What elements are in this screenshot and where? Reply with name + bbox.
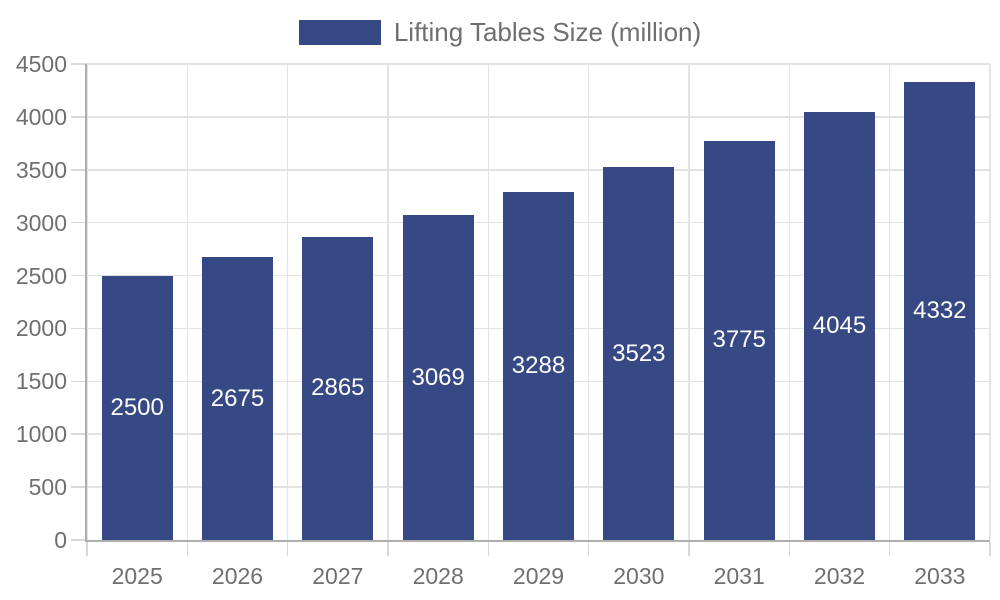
x-tick-label-2025: 2025 — [111, 563, 163, 589]
x-tick — [186, 542, 189, 556]
bar-2030[interactable] — [603, 167, 675, 540]
y-tick — [71, 221, 87, 224]
x-tick-label-2027: 2027 — [312, 563, 364, 589]
x-tick — [286, 542, 289, 556]
bar-2029[interactable] — [503, 192, 574, 540]
y-tick — [71, 274, 87, 277]
h-gridline — [87, 169, 990, 171]
v-gridline — [989, 64, 991, 540]
bar-2025[interactable] — [101, 275, 173, 540]
x-tick — [487, 542, 490, 556]
bar-2026[interactable] — [202, 257, 273, 540]
v-gridline — [688, 64, 690, 540]
x-tick — [688, 542, 690, 556]
bar-2031[interactable] — [703, 140, 775, 540]
v-gridline — [86, 64, 88, 540]
y-tick-label-3000: 3000 — [15, 209, 67, 236]
v-gridline — [286, 64, 289, 540]
x-tick — [989, 542, 991, 556]
y-tick — [71, 380, 87, 383]
bar-value-label: 3069 — [411, 363, 465, 391]
y-tick — [71, 327, 87, 330]
y-tick-label-2500: 2500 — [15, 262, 67, 289]
x-tick-label-2029: 2029 — [512, 563, 565, 589]
v-gridline — [587, 64, 590, 540]
y-tick — [71, 116, 87, 118]
y-tick-label-4000: 4000 — [15, 103, 67, 130]
bar-value-label: 2865 — [311, 374, 365, 402]
y-tick-label-3500: 3500 — [15, 156, 67, 183]
v-gridline — [888, 64, 891, 540]
y-tick-label-4500: 4500 — [15, 51, 67, 77]
x-tick-label-2033: 2033 — [914, 563, 966, 589]
bar-value-label: 4332 — [913, 296, 967, 324]
y-tick — [71, 486, 87, 488]
y-tick-label-500: 500 — [28, 474, 67, 501]
v-gridline — [487, 64, 490, 540]
y-axis — [85, 64, 87, 542]
chart-legend[interactable]: Lifting Tables Size (million) — [0, 17, 1000, 47]
bar-value-label: 3775 — [712, 326, 766, 354]
y-tick — [71, 433, 87, 435]
x-tick-label-2026: 2026 — [211, 563, 264, 589]
bar-value-label: 3523 — [612, 339, 666, 367]
legend-swatch — [298, 19, 381, 45]
bar-2028[interactable] — [402, 215, 474, 540]
y-tick — [71, 169, 87, 171]
x-tick-label-2028: 2028 — [412, 563, 464, 589]
y-tick-label-0: 0 — [54, 527, 67, 553]
x-axis — [85, 540, 990, 542]
x-tick-label-2032: 2032 — [813, 563, 866, 589]
x-tick-label-2030: 2030 — [613, 563, 665, 589]
y-tick-label-2000: 2000 — [15, 315, 67, 342]
x-tick — [387, 542, 389, 556]
v-gridline — [387, 64, 389, 540]
x-tick — [86, 542, 88, 556]
x-tick — [788, 542, 791, 556]
y-tick-label-1500: 1500 — [15, 368, 67, 395]
h-gridline — [87, 63, 990, 65]
bar-2033[interactable] — [904, 81, 976, 540]
bar-value-label: 2500 — [110, 393, 164, 421]
x-tick — [888, 542, 891, 556]
bar-2027[interactable] — [302, 236, 374, 540]
y-tick-label-1000: 1000 — [15, 421, 67, 448]
y-tick — [71, 63, 87, 65]
bar-value-label: 2675 — [210, 384, 265, 412]
x-tick — [587, 542, 590, 556]
h-gridline — [87, 116, 990, 118]
bar-value-label: 4045 — [812, 312, 867, 340]
bar-value-label: 3288 — [511, 352, 566, 380]
v-gridline — [186, 64, 189, 540]
v-gridline — [788, 64, 791, 540]
x-tick-label-2031: 2031 — [713, 563, 765, 589]
bar-2032[interactable] — [804, 112, 875, 540]
legend-label: Lifting Tables Size (million) — [393, 17, 702, 47]
y-tick — [71, 539, 87, 541]
